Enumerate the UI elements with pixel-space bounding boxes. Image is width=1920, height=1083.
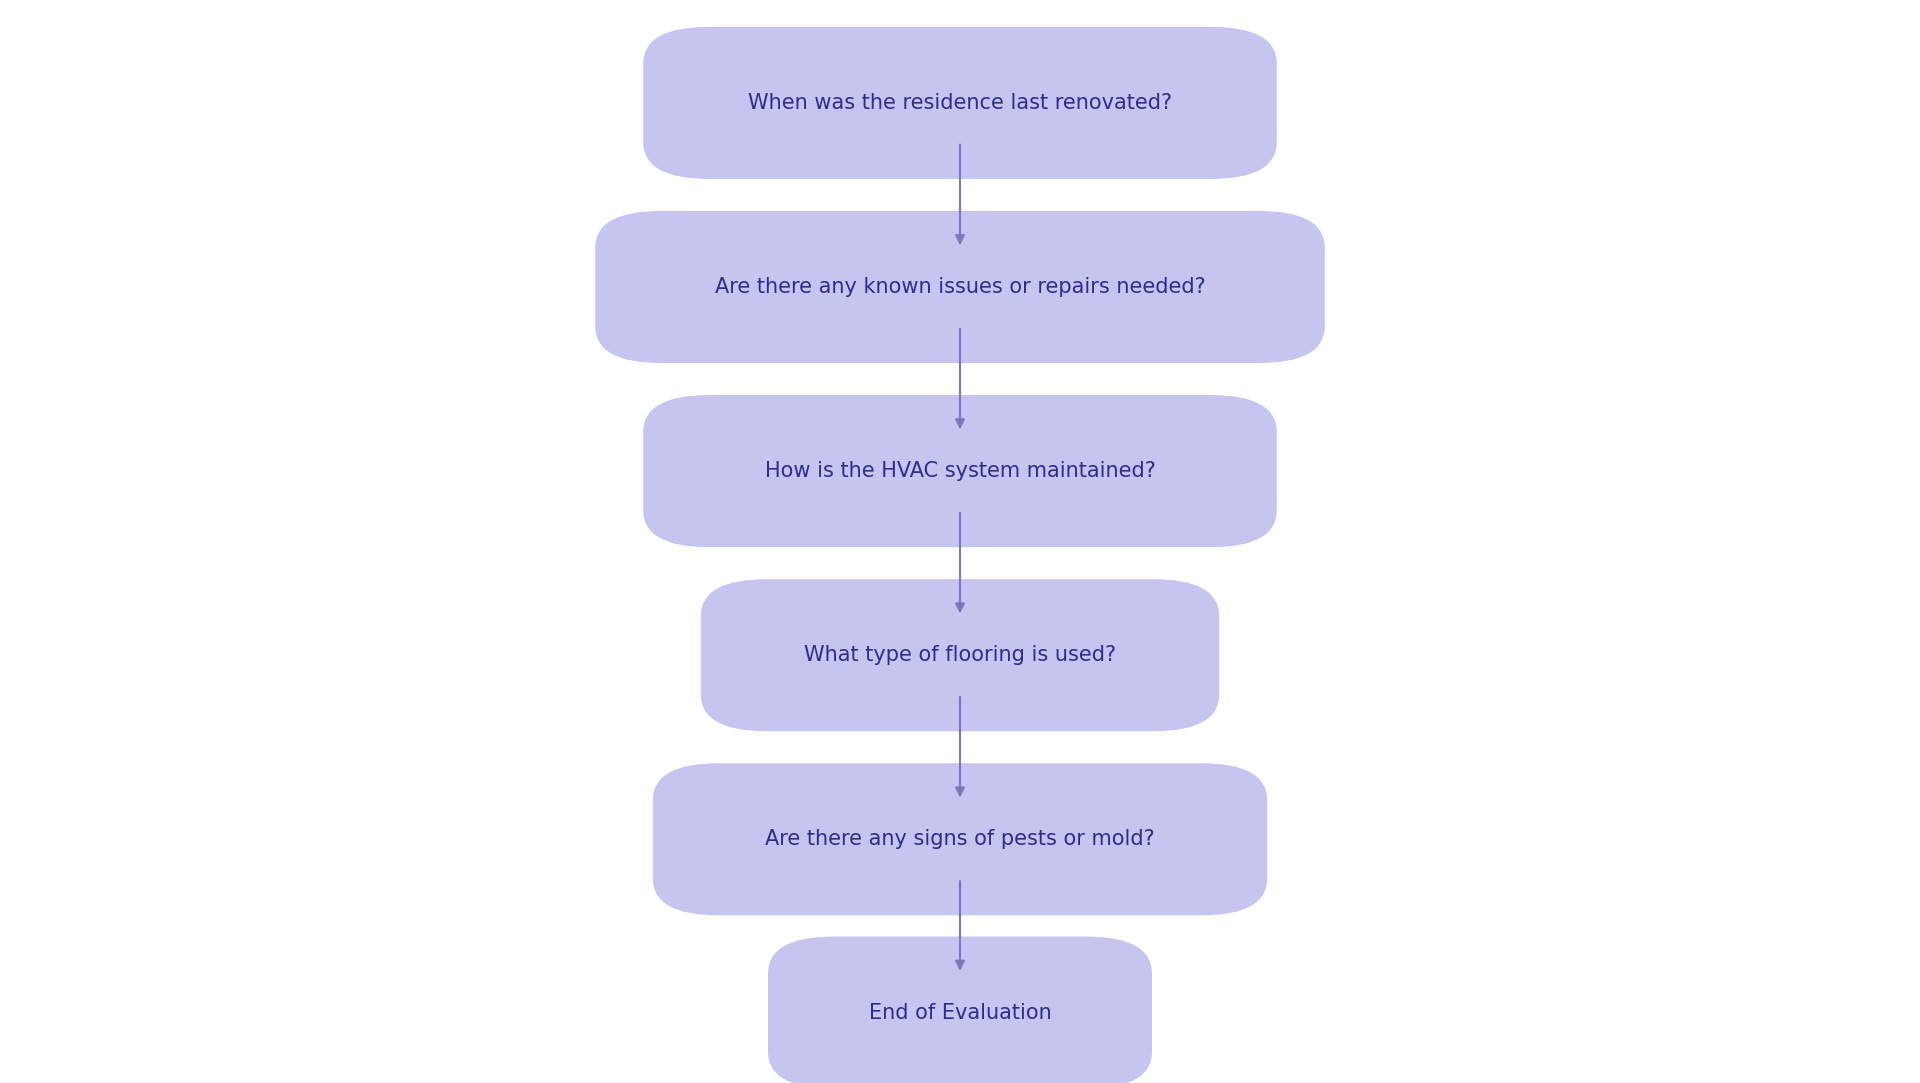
Text: Are there any signs of pests or mold?: Are there any signs of pests or mold? [766,830,1154,849]
FancyBboxPatch shape [768,937,1152,1083]
Text: When was the residence last renovated?: When was the residence last renovated? [749,93,1171,113]
Text: End of Evaluation: End of Evaluation [868,1003,1052,1022]
FancyBboxPatch shape [643,395,1277,547]
Text: Are there any known issues or repairs needed?: Are there any known issues or repairs ne… [714,277,1206,297]
Text: How is the HVAC system maintained?: How is the HVAC system maintained? [764,461,1156,481]
FancyBboxPatch shape [701,579,1219,731]
FancyBboxPatch shape [643,27,1277,179]
FancyBboxPatch shape [653,764,1267,915]
FancyBboxPatch shape [595,211,1325,363]
Text: What type of flooring is used?: What type of flooring is used? [804,645,1116,665]
